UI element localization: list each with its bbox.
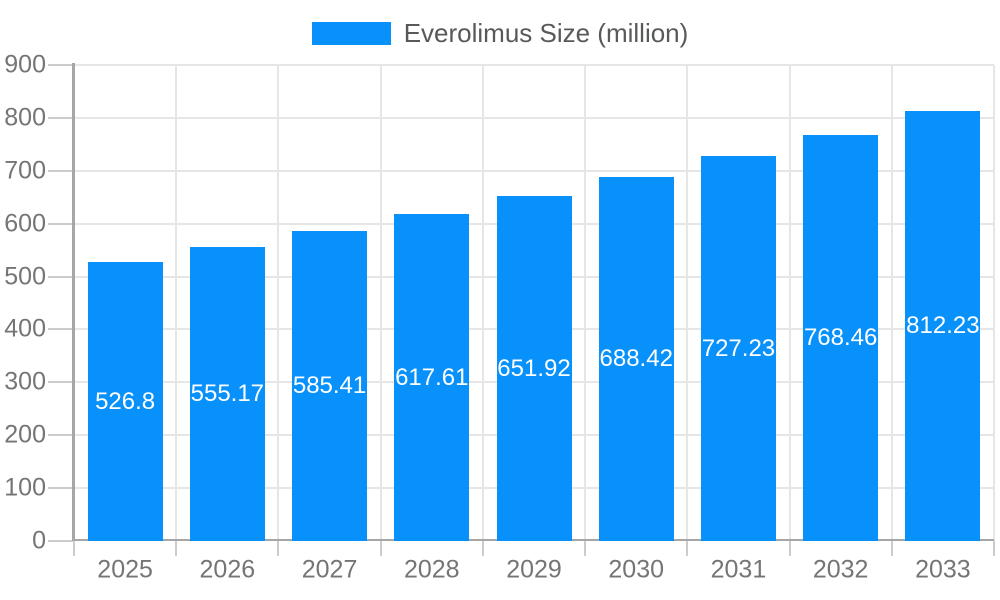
y-axis-label: 0 bbox=[32, 526, 46, 555]
gridline-vertical bbox=[890, 65, 893, 541]
bar-value-label: 617.61 bbox=[395, 363, 469, 391]
x-axis-label: 2032 bbox=[812, 555, 869, 584]
x-axis-label: 2028 bbox=[403, 555, 460, 584]
gridline-horizontal bbox=[74, 116, 994, 119]
y-axis-tick bbox=[48, 169, 74, 172]
gridline-vertical bbox=[379, 65, 382, 541]
y-axis-label: 500 bbox=[4, 262, 46, 291]
bar-value-label: 688.42 bbox=[599, 344, 673, 372]
gridline-vertical bbox=[788, 65, 791, 541]
gridline-vertical bbox=[584, 65, 587, 541]
x-axis-tick bbox=[584, 541, 587, 556]
y-axis-tick bbox=[48, 64, 74, 66]
x-axis-label: 2026 bbox=[199, 555, 256, 584]
x-axis-tick bbox=[379, 541, 382, 556]
gridline-vertical bbox=[686, 65, 689, 541]
y-axis-tick bbox=[48, 540, 74, 542]
x-axis-tick bbox=[481, 541, 484, 556]
y-axis-label: 900 bbox=[4, 50, 46, 79]
x-axis-tick bbox=[73, 541, 75, 556]
bar[interactable] bbox=[189, 247, 265, 541]
y-axis-label: 200 bbox=[4, 420, 46, 449]
bar-value-label: 555.17 bbox=[190, 380, 265, 408]
bar[interactable] bbox=[87, 262, 163, 541]
gridline-horizontal bbox=[74, 64, 994, 66]
bar-value-label: 812.23 bbox=[906, 312, 980, 340]
y-axis-label: 400 bbox=[4, 314, 46, 343]
chart-legend[interactable]: Everolimus Size (million) bbox=[0, 20, 1000, 46]
bar-value-label: 585.41 bbox=[292, 372, 367, 400]
bar[interactable] bbox=[803, 134, 879, 541]
x-axis-tick bbox=[277, 541, 280, 556]
y-axis-tick bbox=[48, 328, 74, 331]
legend-label: Everolimus Size (million) bbox=[403, 18, 689, 48]
y-axis-tick bbox=[48, 487, 74, 490]
x-axis-label: 2025 bbox=[97, 555, 153, 584]
bar[interactable] bbox=[905, 111, 981, 541]
x-axis-tick bbox=[686, 541, 689, 556]
x-axis-tick bbox=[175, 541, 178, 556]
bar-value-label: 727.23 bbox=[701, 334, 776, 362]
y-axis-tick bbox=[48, 116, 74, 119]
bar-value-label: 526.8 bbox=[95, 387, 156, 415]
bar[interactable] bbox=[394, 214, 470, 541]
y-axis-tick bbox=[48, 434, 74, 437]
x-axis-tick bbox=[993, 541, 995, 556]
x-axis-label: 2033 bbox=[915, 555, 971, 584]
x-axis-label: 2030 bbox=[608, 555, 665, 584]
y-axis-label: 700 bbox=[4, 156, 46, 185]
y-axis-line bbox=[72, 63, 75, 541]
y-axis-tick bbox=[48, 222, 74, 225]
x-axis-label: 2031 bbox=[710, 555, 767, 584]
y-axis-label: 600 bbox=[4, 209, 46, 238]
y-axis-label: 100 bbox=[4, 473, 46, 502]
gridline-vertical bbox=[277, 65, 280, 541]
legend-swatch-icon bbox=[311, 21, 391, 45]
gridline-vertical bbox=[481, 65, 484, 541]
bar-value-label: 768.46 bbox=[803, 323, 878, 351]
gridline-horizontal bbox=[74, 169, 994, 172]
bar[interactable] bbox=[292, 231, 368, 541]
x-axis-tick bbox=[788, 541, 791, 556]
y-axis-label: 300 bbox=[4, 367, 46, 396]
bar[interactable] bbox=[700, 156, 776, 541]
bar[interactable] bbox=[598, 176, 674, 541]
gridline-vertical bbox=[175, 65, 178, 541]
y-axis-tick bbox=[48, 381, 74, 384]
y-axis-label: 800 bbox=[4, 103, 46, 132]
y-axis-tick bbox=[48, 275, 74, 278]
x-axis-label: 2027 bbox=[301, 555, 358, 584]
bar[interactable] bbox=[496, 196, 572, 541]
x-axis-tick bbox=[890, 541, 893, 556]
bar-value-label: 651.92 bbox=[497, 354, 571, 382]
gridline-vertical bbox=[993, 65, 995, 541]
x-axis-label: 2029 bbox=[506, 555, 562, 584]
